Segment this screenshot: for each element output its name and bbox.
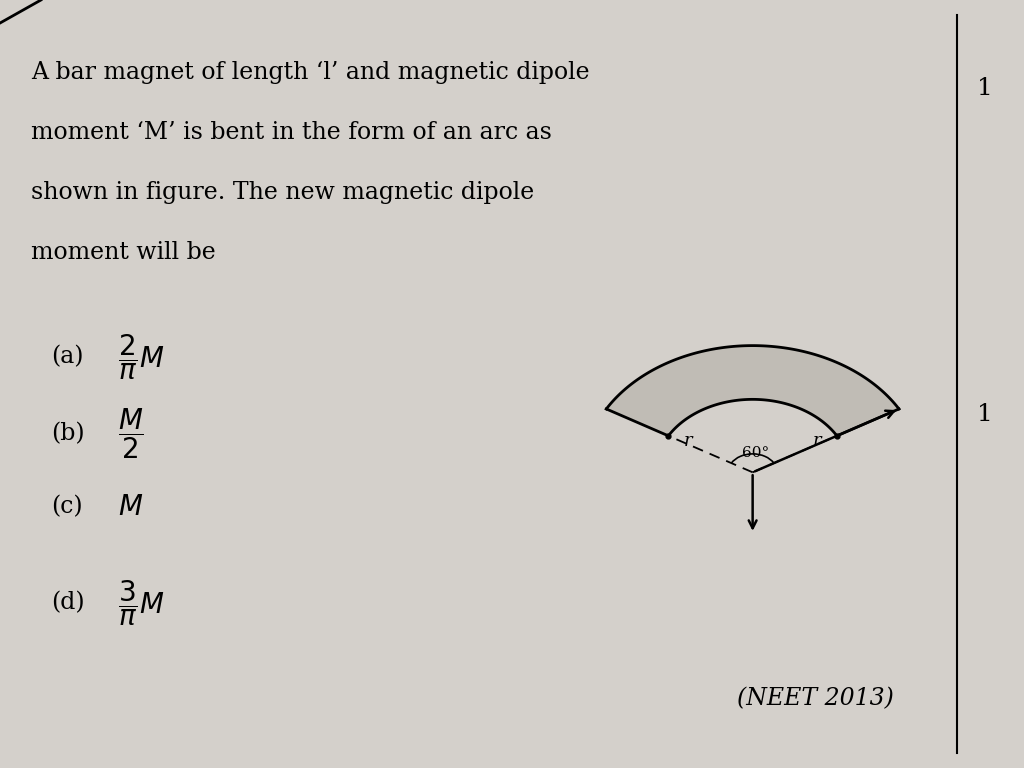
Text: (c): (c) (51, 495, 83, 518)
Text: 60°: 60° (742, 446, 769, 460)
Text: r: r (813, 432, 821, 450)
Text: $M$: $M$ (118, 493, 143, 521)
Text: shown in figure. The new magnetic dipole: shown in figure. The new magnetic dipole (31, 181, 534, 204)
Text: A bar magnet of length ‘l’ and magnetic dipole: A bar magnet of length ‘l’ and magnetic … (31, 61, 590, 84)
Text: (a): (a) (51, 346, 84, 369)
Text: $\dfrac{2}{\pi}M$: $\dfrac{2}{\pi}M$ (118, 333, 164, 382)
Text: $\dfrac{M}{2}$: $\dfrac{M}{2}$ (118, 406, 143, 462)
Text: moment will be: moment will be (31, 241, 215, 264)
Text: 1: 1 (977, 403, 993, 426)
Text: $\dfrac{3}{\pi}M$: $\dfrac{3}{\pi}M$ (118, 578, 164, 627)
Text: (NEET 2013): (NEET 2013) (737, 687, 894, 710)
Text: moment ‘M’ is bent in the form of an arc as: moment ‘M’ is bent in the form of an arc… (31, 121, 552, 144)
Text: r: r (684, 432, 692, 450)
Text: 1: 1 (977, 77, 993, 100)
Text: (d): (d) (51, 591, 85, 614)
Polygon shape (606, 346, 899, 436)
Text: (b): (b) (51, 422, 85, 445)
